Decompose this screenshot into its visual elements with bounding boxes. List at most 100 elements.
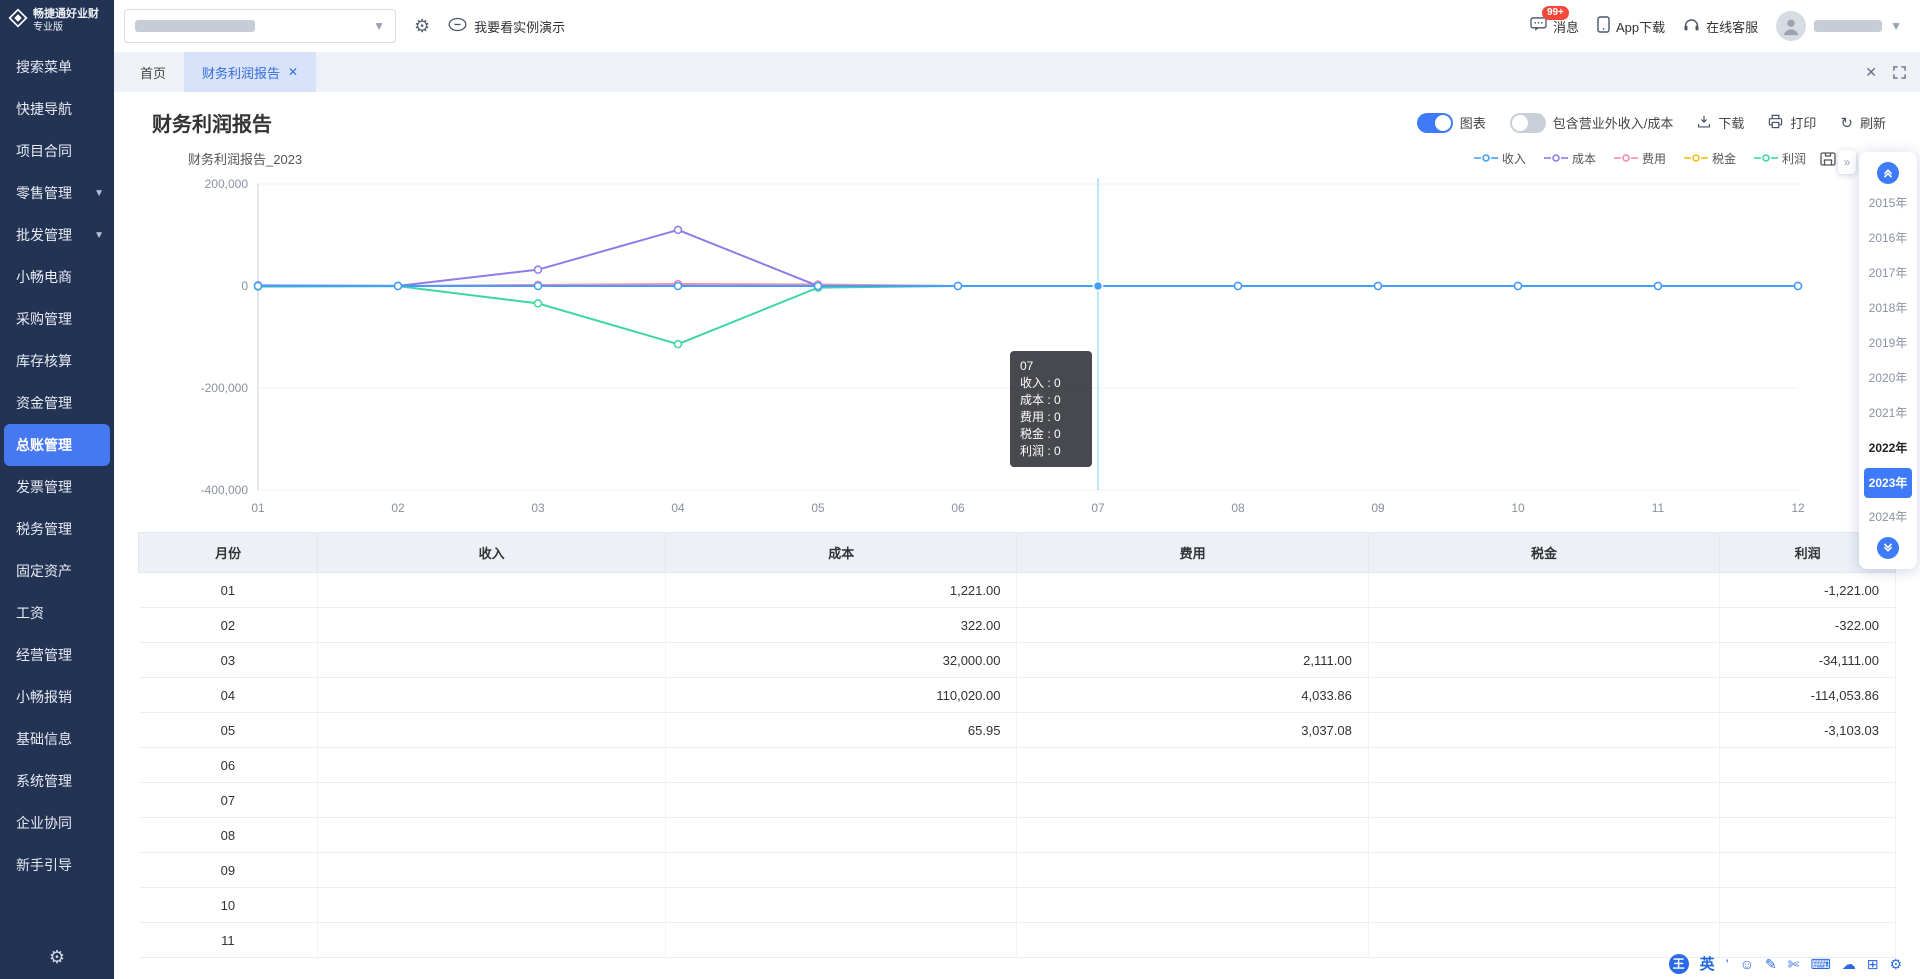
sidebar-item-invoice-mgmt[interactable]: 发票管理 xyxy=(0,466,114,508)
table-row: 09 xyxy=(138,852,1896,888)
messages-badge: 99+ xyxy=(1541,5,1569,20)
company-selector[interactable]: ▼ xyxy=(124,9,396,43)
company-name-redacted xyxy=(135,20,255,32)
ime-gear-icon[interactable]: ⚙ xyxy=(1889,955,1902,972)
sidebar-item-general-ledger[interactable]: 总账管理 xyxy=(4,424,110,467)
year-option-2024[interactable]: 2024年 xyxy=(1868,510,1908,524)
cell-profit: -114,053.86 xyxy=(1719,677,1896,713)
refresh-label: 刷新 xyxy=(1859,116,1886,131)
logo-title: 畅捷通好业财 xyxy=(33,8,99,20)
cell-expense xyxy=(1016,922,1369,958)
sidebar-item-base-info[interactable]: 基础信息 xyxy=(0,718,114,760)
svg-text:12: 12 xyxy=(1791,501,1805,515)
demo-link[interactable]: 我要看实例演示 xyxy=(448,17,565,36)
sidebar-item-system-mgmt[interactable]: 系统管理 xyxy=(0,760,114,802)
year-option-2015[interactable]: 2015年 xyxy=(1868,196,1908,210)
sidebar-item-label: 小畅报销 xyxy=(16,689,72,706)
cell-tax xyxy=(1368,887,1721,923)
fullscreen-icon[interactable] xyxy=(1893,65,1906,79)
sidebar-item-search-menu[interactable]: 搜索菜单 xyxy=(0,46,114,88)
cell-month: 06 xyxy=(138,747,319,783)
sidebar-item-payroll[interactable]: 工资 xyxy=(0,592,114,634)
messages-label: 消息 xyxy=(1552,19,1579,35)
ime-pen-icon[interactable]: ✎ xyxy=(1765,955,1777,972)
ime-toolbar: 王 英 ’ ☺ ✎ ✄ ⌨ ☁ ⊞ ⚙ xyxy=(1668,953,1902,974)
ime-scissors-icon[interactable]: ✄ xyxy=(1787,955,1800,972)
chart-view-switch[interactable] xyxy=(1416,112,1453,133)
legend-item-profit[interactable]: 利润 xyxy=(1753,150,1806,167)
sidebar-item-funds-mgmt[interactable]: 资金管理 xyxy=(0,382,114,424)
messages-button[interactable]: 99+ 消息 xyxy=(1530,5,1579,36)
year-option-2020[interactable]: 2020年 xyxy=(1868,371,1908,385)
year-option-2018[interactable]: 2018年 xyxy=(1868,301,1908,315)
sidebar-item-beginner-guide[interactable]: 新手引导 xyxy=(0,844,114,886)
sidebar-settings-icon[interactable]: ⚙ xyxy=(48,946,66,967)
sidebar-item-inventory-accounting[interactable]: 库存核算 xyxy=(0,340,114,382)
sidebar-item-enterprise-collab[interactable]: 企业协同 xyxy=(0,802,114,844)
user-menu[interactable]: ▼ xyxy=(1776,11,1902,41)
year-option-2019[interactable]: 2019年 xyxy=(1868,336,1908,350)
ime-keyboard-icon[interactable]: ⌨ xyxy=(1810,955,1831,972)
logo-icon xyxy=(8,8,28,33)
app-download-button[interactable]: App下载 xyxy=(1597,16,1665,36)
svg-text:200,000: 200,000 xyxy=(205,177,249,191)
cell-month: 04 xyxy=(138,677,319,713)
svg-text:09: 09 xyxy=(1371,501,1385,515)
download-button[interactable]: 下载 xyxy=(1697,113,1744,132)
year-panel-collapse-handle[interactable]: » xyxy=(1838,150,1856,174)
tab-profit-report[interactable]: 财务利润报告 ✕ xyxy=(184,52,317,92)
support-button[interactable]: 在线客服 xyxy=(1683,17,1758,36)
cell-income xyxy=(317,607,667,643)
cell-income xyxy=(317,887,667,923)
cell-income xyxy=(317,852,667,888)
tab-home[interactable]: 首页 xyxy=(122,52,184,92)
sidebar-item-wholesale-mgmt[interactable]: 批发管理 ▼ xyxy=(0,214,114,256)
include-non-operating-switch[interactable] xyxy=(1509,112,1546,133)
legend-item-tax[interactable]: 税金 xyxy=(1683,150,1736,167)
chart-view-toggle[interactable]: 图表 xyxy=(1416,112,1486,133)
chart-title: 财务利润报告_2023 xyxy=(188,152,303,167)
sidebar-item-fixed-assets[interactable]: 固定资产 xyxy=(0,550,114,592)
year-option-2021[interactable]: 2021年 xyxy=(1868,406,1908,420)
cell-cost: 65.95 xyxy=(665,712,1018,748)
sidebar-item-label: 库存核算 xyxy=(16,353,72,370)
sidebar-item-retail-mgmt[interactable]: 零售管理 ▼ xyxy=(0,172,114,214)
refresh-button[interactable]: ↻ 刷新 xyxy=(1840,113,1886,132)
sidebar-item-project-contract[interactable]: 项目合同 xyxy=(0,130,114,172)
sidebar-item-purchase-mgmt[interactable]: 采购管理 xyxy=(0,298,114,340)
demo-icon xyxy=(448,17,467,35)
year-option-2023[interactable]: 2023年 xyxy=(1864,468,1912,498)
ime-language-toggle[interactable]: 英 xyxy=(1699,956,1715,973)
ime-grid-icon[interactable]: ⊞ xyxy=(1866,955,1879,972)
year-option-2022[interactable]: 2022年 xyxy=(1868,441,1908,455)
cell-profit xyxy=(1719,852,1896,888)
years-scroll-up-icon[interactable] xyxy=(1877,162,1899,184)
close-tab-icon[interactable]: ✕ xyxy=(288,65,299,79)
legend-item-expense[interactable]: 费用 xyxy=(1613,150,1666,167)
ime-cloud-icon[interactable]: ☁ xyxy=(1841,955,1856,972)
table-row: 11 xyxy=(138,922,1896,958)
sidebar-item-tax-mgmt[interactable]: 税务管理 xyxy=(0,508,114,550)
legend-label: 利润 xyxy=(1781,152,1806,166)
cell-tax xyxy=(1368,642,1721,678)
year-option-2016[interactable]: 2016年 xyxy=(1868,231,1908,245)
legend-item-income[interactable]: 收入 xyxy=(1473,150,1526,167)
sidebar-item-quick-nav[interactable]: 快捷导航 xyxy=(0,88,114,130)
ime-quote-icon[interactable]: ’ xyxy=(1725,955,1729,972)
ime-emoji-icon[interactable]: ☺ xyxy=(1739,955,1755,972)
ime-logo-icon[interactable]: 王 xyxy=(1668,953,1689,974)
sidebar-item-expense-claim[interactable]: 小畅报销 xyxy=(0,676,114,718)
include-non-operating-toggle[interactable]: 包含营业外收入/成本 xyxy=(1509,112,1673,133)
workspace-settings-icon[interactable]: ⚙ xyxy=(414,15,431,36)
save-chart-image-icon[interactable] xyxy=(1820,151,1836,166)
sidebar-item-ecommerce[interactable]: 小畅电商 xyxy=(0,256,114,298)
years-scroll-down-icon[interactable] xyxy=(1877,537,1899,559)
sidebar-item-label: 基础信息 xyxy=(16,731,72,748)
legend-item-cost[interactable]: 成本 xyxy=(1543,150,1596,167)
cell-cost xyxy=(665,852,1018,888)
year-option-2017[interactable]: 2017年 xyxy=(1868,266,1908,280)
sidebar-item-business-mgmt[interactable]: 经营管理 xyxy=(0,634,114,676)
print-button[interactable]: 打印 xyxy=(1768,113,1816,132)
close-all-tabs-icon[interactable]: ✕ xyxy=(1865,63,1877,80)
